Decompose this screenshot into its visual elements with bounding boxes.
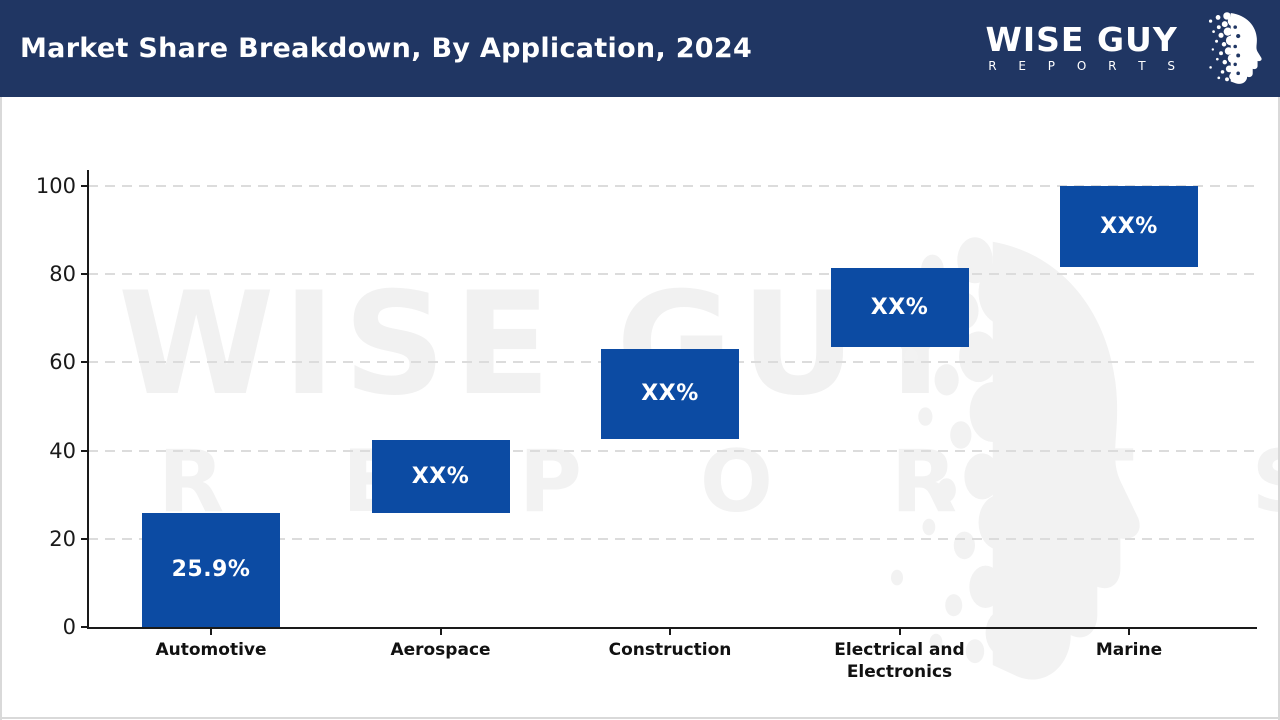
- bar-aerospace: XX%: [371, 440, 510, 513]
- y-tick-label: 40: [49, 438, 76, 463]
- bar-value-label: XX%: [1100, 214, 1158, 240]
- bar-value-label: XX%: [870, 295, 929, 321]
- x-tick-label: Construction: [608, 640, 732, 660]
- gridline-40: [88, 449, 1255, 452]
- x-tick-mark: [898, 627, 901, 635]
- y-tick-mark: [81, 361, 88, 364]
- y-tick-mark: [81, 185, 88, 187]
- x-tick-mark: [669, 627, 671, 635]
- brand-logo: WISE GUY R E P O R T S: [979, 4, 1268, 92]
- x-tick-mark: [439, 627, 442, 635]
- chart-title: Market Share Breakdown, By Application, …: [20, 33, 753, 64]
- x-tick-label: Aerospace: [390, 640, 491, 660]
- y-tick-label: 80: [49, 262, 76, 287]
- y-tick-label: 20: [49, 526, 76, 551]
- y-axis-spine: [87, 170, 89, 629]
- header-bar: Market Share Breakdown, By Application, …: [0, 0, 1280, 97]
- image-border-right: [1278, 97, 1280, 720]
- bar-value-label: 25.9%: [171, 557, 251, 583]
- gridline-100: [88, 185, 1255, 187]
- x-tick-label: Automotive: [155, 640, 267, 660]
- image-border-left: [0, 97, 2, 720]
- brand-subname: R E P O R T S: [988, 59, 1184, 74]
- brand-name: WISE GUY: [985, 19, 1178, 59]
- gridline-80: [88, 273, 1255, 276]
- bar-value-label: XX%: [411, 464, 470, 490]
- y-tick-mark: [81, 626, 88, 628]
- x-tick-label: Electrical and Electronics: [834, 640, 965, 683]
- bar-marine: XX%: [1060, 186, 1198, 268]
- x-tick-label: Marine: [1095, 640, 1163, 660]
- x-tick-mark: [1128, 627, 1130, 635]
- brand-head-icon: [1208, 12, 1262, 84]
- bar-construction: XX%: [601, 348, 739, 439]
- gridline-20: [88, 537, 1255, 540]
- y-tick-label: 0: [62, 615, 76, 639]
- y-tick-label: 100: [35, 174, 76, 198]
- bar-automotive: 25.9%: [142, 512, 280, 627]
- bar-electrical-and: XX%: [830, 268, 969, 348]
- watermark-wordmark: WISE GUY: [118, 262, 975, 427]
- x-tick-mark: [210, 627, 212, 635]
- brand-logo-text: WISE GUY R E P O R T S: [979, 19, 1184, 74]
- y-tick-label: 60: [49, 350, 76, 375]
- y-tick-mark: [81, 449, 88, 452]
- y-tick-mark: [81, 537, 88, 540]
- x-axis-spine: [87, 627, 1257, 629]
- bar-value-label: XX%: [641, 381, 699, 407]
- image-border-bottom: [0, 717, 1280, 719]
- y-tick-mark: [81, 273, 88, 276]
